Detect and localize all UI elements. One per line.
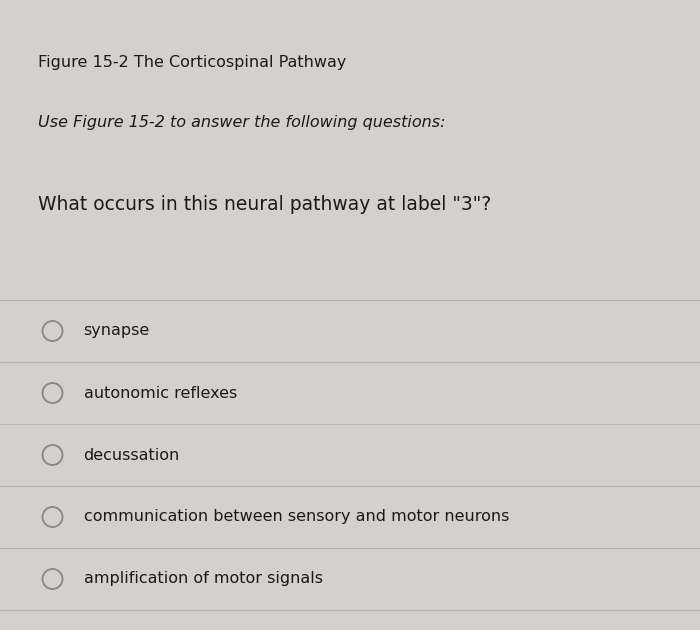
Text: What occurs in this neural pathway at label "3"?: What occurs in this neural pathway at la… [38, 195, 491, 214]
Text: Figure 15-2 The Corticospinal Pathway: Figure 15-2 The Corticospinal Pathway [38, 55, 347, 70]
Text: synapse: synapse [83, 323, 150, 338]
Text: amplification of motor signals: amplification of motor signals [83, 571, 323, 587]
Text: autonomic reflexes: autonomic reflexes [83, 386, 237, 401]
Text: communication between sensory and motor neurons: communication between sensory and motor … [83, 510, 509, 525]
Text: decussation: decussation [83, 447, 180, 462]
Text: Use Figure 15-2 to answer the following questions:: Use Figure 15-2 to answer the following … [38, 115, 446, 130]
